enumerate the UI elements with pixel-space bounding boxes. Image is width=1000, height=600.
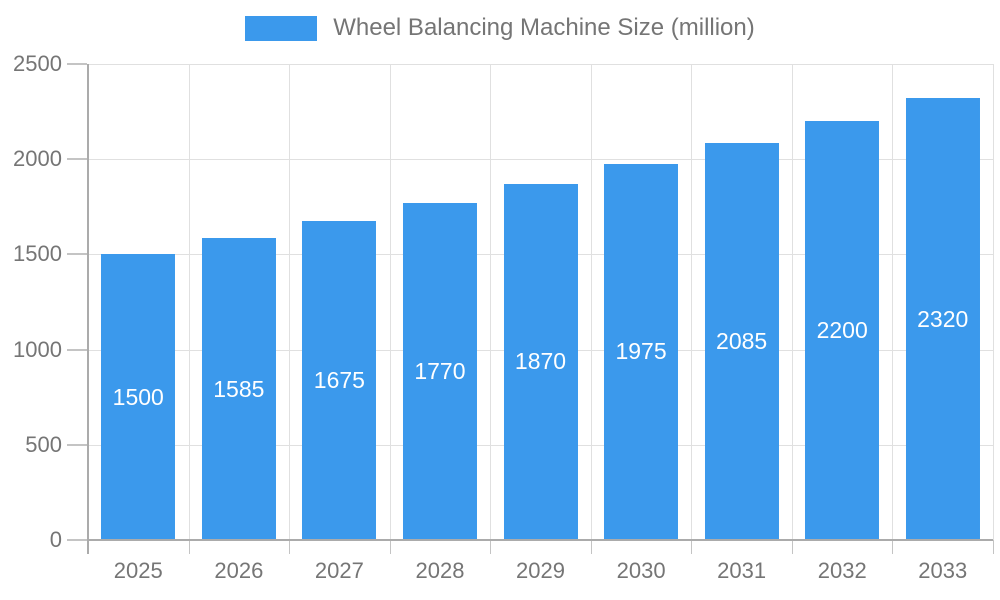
x-axis-tick-label: 2025	[113, 558, 163, 583]
bar[interactable]: 2200	[805, 121, 880, 540]
x-gridline	[289, 64, 291, 540]
bar-value-label: 2320	[917, 305, 969, 332]
x-axis-tick-label: 2026	[214, 558, 264, 583]
y-axis: 0 500 1000 1500 2000 2500	[0, 51, 88, 552]
x-gridline	[188, 64, 190, 540]
y-axis-line	[87, 64, 89, 554]
bar[interactable]: 1870	[503, 183, 578, 540]
legend-label: Wheel Balancing Machine Size (million)	[333, 14, 755, 41]
x-gridline	[590, 64, 592, 540]
x-axis-tick	[289, 540, 291, 554]
bar-value-label: 2085	[716, 328, 768, 355]
x-axis-tick-label: 2031	[717, 558, 767, 583]
y-axis-tick	[67, 348, 87, 351]
x-gridline	[389, 64, 391, 540]
bar[interactable]: 1675	[302, 221, 377, 540]
legend: Wheel Balancing Machine Size (million)	[0, 14, 1000, 42]
x-gridline	[791, 64, 793, 540]
bar[interactable]: 2085	[704, 143, 779, 540]
x-axis-tick	[389, 540, 391, 554]
x-gridline	[490, 64, 492, 540]
bar-value-label: 1870	[514, 348, 567, 375]
bar-value-label: 1975	[615, 338, 667, 365]
y-axis-tick	[67, 539, 87, 541]
y-axis-tick	[67, 443, 87, 446]
bar[interactable]: 2320	[905, 98, 980, 540]
y-gridline	[88, 64, 993, 65]
x-axis-tick	[791, 540, 793, 554]
x-axis-tick-label: 2029	[516, 558, 565, 583]
legend-swatch-icon	[245, 15, 318, 41]
bar-value-label: 1770	[414, 358, 466, 384]
x-axis-tick	[691, 540, 693, 554]
bar[interactable]: 1770	[402, 203, 477, 540]
bar[interactable]: 1585	[201, 238, 276, 540]
x-axis-tick-label: 2028	[415, 558, 465, 583]
x-axis-tick-label: 2032	[817, 558, 867, 583]
x-gridline	[691, 64, 693, 540]
y-axis-tick-label: 500	[25, 431, 62, 457]
plot-area: 1500 1585 1675 1770 1870 1975 2085 2200 2320	[88, 64, 994, 554]
bar-value-label: 1675	[313, 367, 365, 394]
x-axis-line	[88, 539, 993, 541]
y-axis-tick-label: 0	[49, 527, 62, 552]
x-axis-tick	[590, 540, 592, 554]
y-axis-tick-label: 2500	[13, 51, 62, 76]
x-gridline	[892, 64, 894, 540]
x-axis-tick	[993, 540, 994, 554]
y-axis-tick-label: 1000	[13, 336, 62, 362]
x-axis-tick-label: 2033	[918, 558, 968, 583]
legend-item[interactable]: Wheel Balancing Machine Size (million)	[245, 14, 755, 42]
x-axis-tick-label: 2027	[314, 558, 364, 583]
bar[interactable]: 1500	[101, 254, 176, 540]
bar[interactable]: 1975	[604, 163, 679, 540]
y-axis-tick	[67, 158, 87, 161]
y-gridline	[88, 159, 993, 161]
bar-value-label: 2200	[816, 317, 868, 344]
x-axis-tick	[188, 540, 190, 554]
x-axis-tick	[892, 540, 894, 554]
x-axis-tick	[490, 540, 492, 554]
y-axis-tick-label: 2000	[13, 146, 62, 172]
x-axis-tick-label: 2030	[616, 558, 666, 583]
x-axis: 2025 2026 2027 2028 2029 2030 2031 2032 2033	[88, 554, 993, 588]
bar-value-label: 1585	[213, 375, 265, 402]
bar-value-label: 1500	[112, 383, 164, 410]
y-axis-tick	[67, 253, 87, 256]
x-gridline	[993, 64, 994, 540]
y-axis-tick-label: 1500	[13, 241, 62, 267]
y-axis-tick	[67, 63, 87, 65]
